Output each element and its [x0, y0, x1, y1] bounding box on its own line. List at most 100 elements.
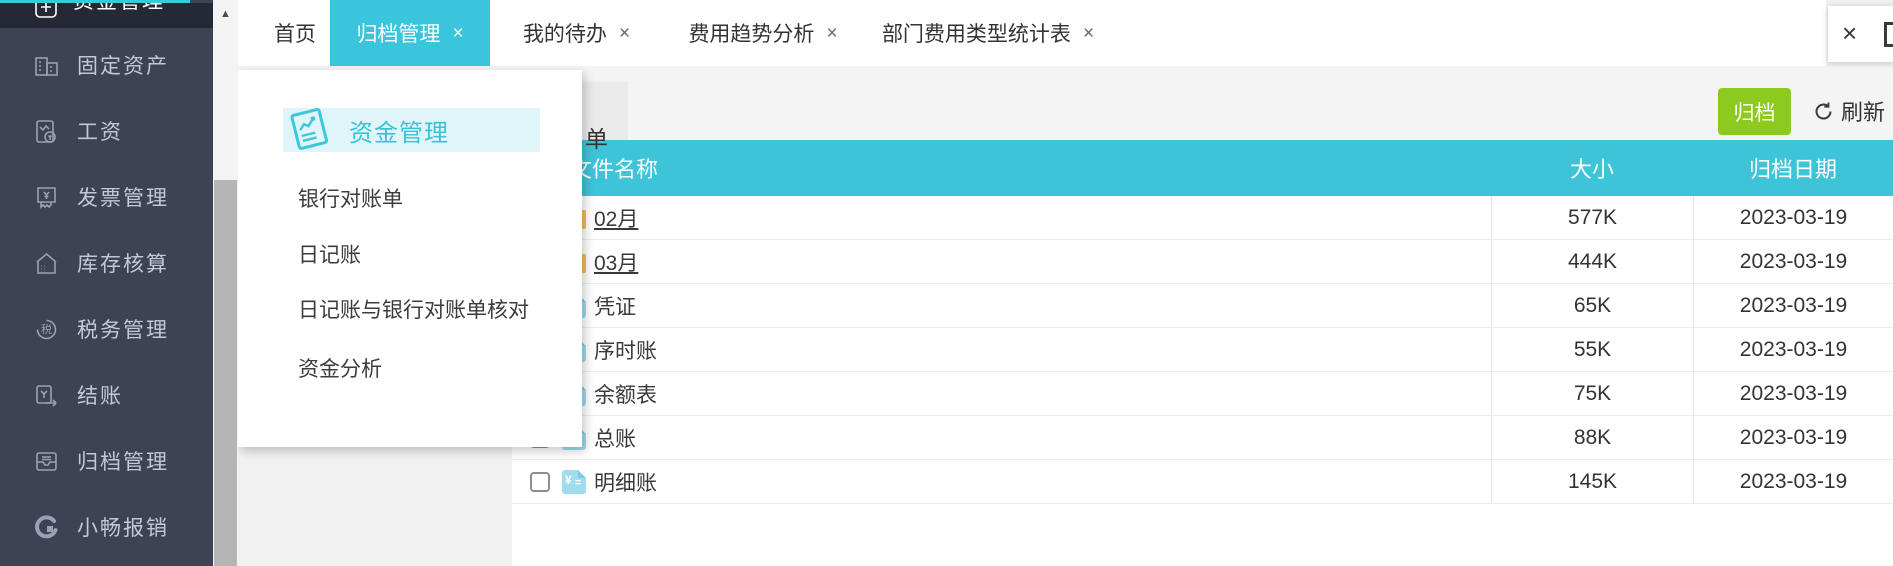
sidebar-scrollbar-thumb[interactable]	[214, 180, 237, 566]
subtab-label: 单	[585, 126, 608, 152]
sidebar-item-salary[interactable]: 工资	[0, 98, 213, 164]
sidebar-scroll-column: ▲	[213, 0, 238, 566]
file-name: 凭证	[594, 295, 636, 319]
sidebar-item-label: 小畅报销	[77, 517, 169, 540]
table-header-row: 文件名称 大小 归档日期	[512, 140, 1893, 196]
svg-text:税: 税	[41, 322, 52, 336]
tab-label: 首页	[274, 23, 316, 46]
inventory-icon	[33, 250, 60, 277]
sidebar-item-inventory[interactable]: 库存核算	[0, 230, 213, 296]
flyout-header-label: 资金管理	[349, 119, 449, 147]
column-header-size: 大小	[1569, 157, 1614, 182]
fund-plus-icon	[33, 3, 59, 20]
flyout-item-fund-analysis[interactable]: 资金分析	[298, 358, 382, 381]
flyout-item-journal-bank-check[interactable]: 日记账与银行对账单核对	[298, 299, 529, 322]
sidebar-item-label: 资金管理	[73, 3, 165, 14]
tab-close-icon[interactable]: ×	[826, 22, 838, 44]
table-row: ¥= 总账 88K 2023-03-19	[512, 416, 1893, 460]
column-header-filename: 文件名称	[570, 157, 659, 182]
fund-management-flyout: 资金管理 银行对账单 日记账 日记账与银行对账单核对 资金分析	[238, 70, 582, 447]
close-icon[interactable]: ×	[1842, 18, 1858, 48]
table-row: 02月 577K 2023-03-19	[512, 196, 1893, 240]
sidebar-item-label: 归档管理	[77, 451, 169, 474]
tab-archive-management[interactable]: 归档管理 ×	[330, 0, 490, 66]
tab-bar: 首页 归档管理 × 我的待办 × 费用趋势分析 × 部门费用类型统计表 ×	[238, 0, 1826, 66]
archive-icon	[33, 448, 60, 475]
file-size: 444K	[1491, 240, 1693, 283]
archive-button-label: 归档	[1733, 101, 1776, 125]
file-size: 55K	[1491, 328, 1693, 371]
file-name: 明细账	[594, 471, 657, 495]
salary-icon	[33, 118, 60, 145]
sidebar-item-label: 结账	[77, 385, 123, 408]
file-name: 余额表	[594, 383, 657, 407]
tab-expense-trend[interactable]: 费用趋势分析 ×	[668, 0, 858, 66]
window-close-panel: ×	[1828, 6, 1893, 62]
archive-date: 2023-03-19	[1693, 328, 1893, 371]
sidebar-item-label: 固定资产	[77, 55, 169, 78]
tab-dept-expense-stats[interactable]: 部门费用类型统计表 ×	[868, 0, 1108, 66]
table-row: 03月 444K 2023-03-19	[512, 240, 1893, 284]
archive-date: 2023-03-19	[1693, 460, 1893, 503]
sidebar-item-invoice[interactable]: 发票管理	[0, 164, 213, 230]
file-link[interactable]: 03月	[594, 251, 639, 275]
sidebar-item-fixed-assets[interactable]: 固定资产	[0, 32, 213, 98]
archive-date: 2023-03-19	[1693, 372, 1893, 415]
file-size: 75K	[1491, 372, 1693, 415]
sidebar-item-label: 税务管理	[77, 319, 169, 342]
subtab-partially-hidden[interactable]: 单	[583, 82, 628, 152]
table-row: ¥= 余额表 75K 2023-03-19	[512, 372, 1893, 416]
sidebar-item-archive[interactable]: 归档管理	[0, 428, 213, 494]
flyout-item-bank-statement[interactable]: 银行对账单	[298, 188, 403, 211]
column-header-date: 归档日期	[1748, 157, 1837, 182]
sidebar-item-fund-management[interactable]: 资金管理	[0, 3, 213, 28]
row-checkbox[interactable]	[530, 471, 550, 492]
sidebar-item-xiaochang[interactable]: 小畅报销	[0, 494, 213, 560]
fixed-assets-icon	[33, 52, 60, 79]
closing-icon	[33, 382, 60, 409]
flyout-header-fund-management[interactable]: 资金管理	[283, 108, 540, 152]
tab-label: 费用趋势分析	[688, 23, 815, 46]
sidebar: 资金管理 固定资产 工资	[0, 0, 213, 566]
sidebar-item-closing[interactable]: 结账	[0, 362, 213, 428]
sidebar-item-label: 工资	[77, 121, 123, 144]
partial-clipped-icon[interactable]	[1884, 22, 1893, 47]
archive-file-table: 文件名称 大小 归档日期 02月 577K 2023-03-19 03月 444…	[512, 140, 1893, 566]
tab-close-icon[interactable]: ×	[1082, 22, 1095, 44]
file-size: 577K	[1491, 196, 1693, 239]
file-size: 88K	[1491, 416, 1693, 459]
tax-icon: 税	[33, 316, 60, 343]
sidebar-item-tax[interactable]: 税 税务管理	[0, 296, 213, 362]
tab-close-icon[interactable]: ×	[618, 22, 631, 44]
file-name: 序时账	[594, 339, 657, 363]
archive-date: 2023-03-19	[1693, 284, 1893, 327]
refresh-icon	[1813, 101, 1834, 122]
file-name: 总账	[594, 427, 636, 451]
sidebar-menu: 固定资产 工资 发票管理	[0, 32, 213, 560]
file-size: 65K	[1491, 284, 1693, 327]
scroll-up-arrow-icon[interactable]: ▲	[220, 8, 231, 20]
archive-button[interactable]: 归档	[1718, 88, 1791, 135]
flyout-item-journal[interactable]: 日记账	[298, 244, 361, 267]
xiaochang-logo-icon	[33, 514, 60, 541]
tab-label: 部门费用类型统计表	[881, 23, 1071, 46]
archive-date: 2023-03-19	[1693, 416, 1893, 459]
refresh-button[interactable]: 刷新	[1813, 97, 1885, 125]
tab-home[interactable]: 首页	[250, 0, 340, 66]
table-row: ¥= 凭证 65K 2023-03-19	[512, 284, 1893, 328]
file-size: 145K	[1491, 460, 1693, 503]
file-link[interactable]: 02月	[594, 207, 639, 231]
archive-date: 2023-03-19	[1693, 196, 1893, 239]
table-row: ¥= 序时账 55K 2023-03-19	[512, 328, 1893, 372]
fund-docs-icon	[283, 104, 335, 152]
table-row: ¥ = 明细账 145K 2023-03-19	[512, 460, 1893, 504]
sidebar-item-label: 发票管理	[77, 187, 169, 210]
sidebar-item-label: 库存核算	[77, 253, 169, 276]
tab-label: 归档管理	[356, 23, 441, 46]
sidebar-top-accent-line	[0, 0, 190, 3]
file-icon: ¥=	[562, 469, 586, 494]
tab-close-icon[interactable]: ×	[452, 22, 464, 44]
invoice-icon	[33, 184, 60, 211]
tab-my-todo[interactable]: 我的待办 ×	[505, 0, 648, 66]
tab-label: 我的待办	[522, 23, 607, 46]
